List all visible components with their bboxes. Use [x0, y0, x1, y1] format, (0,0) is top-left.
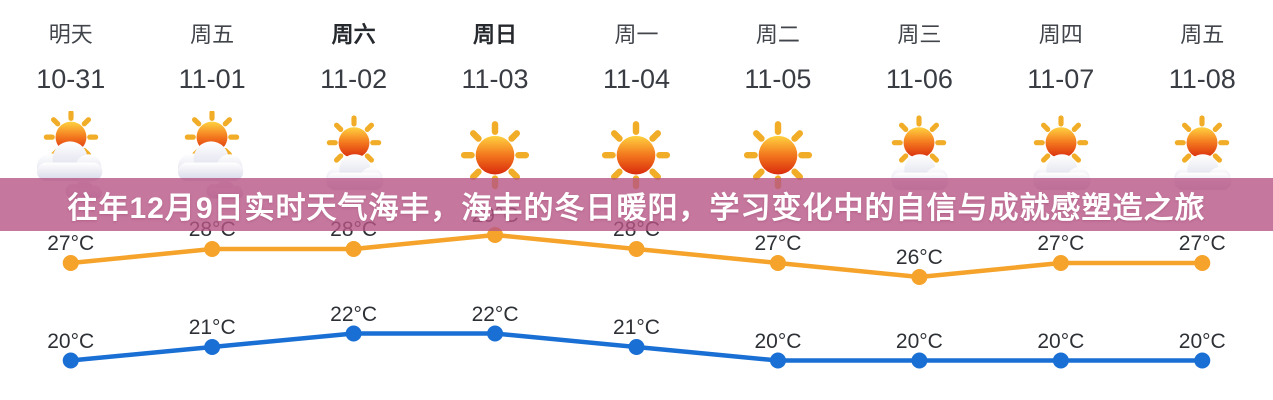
low-temp-line — [68, 331, 1205, 363]
high-temp-line — [68, 232, 1205, 280]
forecast-day-2[interactable]: 周六 11-02 — [283, 0, 424, 208]
high-temp-label: 27°C — [47, 232, 95, 255]
date-label: 11-05 — [744, 64, 812, 94]
day-label: 周六 — [331, 22, 376, 47]
date-label: 11-06 — [885, 64, 953, 94]
forecast-day-8[interactable]: 周五 11-08 — [1132, 0, 1273, 208]
high-temp-label: 27°C — [754, 232, 802, 255]
day-label: 周二 — [755, 22, 800, 47]
day-label: 周四 — [1038, 22, 1083, 47]
day-label: 周五 — [1180, 22, 1225, 47]
low-temp-point — [769, 352, 786, 369]
date-label: 11-03 — [461, 64, 529, 94]
date-label: 11-04 — [602, 64, 670, 94]
date-label: 11-01 — [178, 64, 246, 94]
forecast-day-4[interactable]: 周一 11-04 — [566, 0, 707, 208]
forecast-day-3[interactable]: 周日 11-03 — [424, 0, 565, 208]
day-label: 周一 — [614, 22, 659, 47]
low-temp-point — [1194, 352, 1211, 369]
day-label: 周日 — [473, 22, 518, 47]
high-temp-point — [628, 241, 645, 257]
high-temp-point — [769, 255, 786, 271]
date-label: 11-02 — [320, 64, 388, 94]
low-temp-label: 20°C — [47, 329, 95, 353]
high-temp-point — [911, 269, 928, 285]
forecast-columns: 明天 10-31 周五 11-01 周六 11-02 周日 11-03 周一 1… — [0, 0, 1273, 208]
low-temp-point — [911, 352, 928, 369]
forecast-day-1[interactable]: 周五 11-01 — [141, 0, 282, 208]
day-label: 周五 — [190, 22, 235, 47]
forecast-day-7[interactable]: 周四 11-07 — [990, 0, 1131, 208]
high-temp-point — [345, 241, 362, 257]
date-label: 10-31 — [36, 64, 106, 94]
low-temp-label: 21°C — [613, 316, 660, 339]
low-temp-point — [628, 339, 645, 355]
forecast-day-6[interactable]: 周三 11-06 — [849, 0, 990, 208]
headline-text: 往年12月9日实时天气海丰，海丰的冬日暖阳，学习变化中的自信与成就感塑造之旅 — [67, 191, 1206, 225]
day-label: 明天 — [48, 22, 93, 47]
date-label: 11-08 — [1168, 64, 1236, 94]
day-label: 周三 — [897, 22, 942, 47]
low-temp-label: 21°C — [188, 316, 236, 339]
high-temp-point — [1194, 255, 1211, 271]
high-temp-point — [204, 241, 221, 257]
low-temp-label: 20°C — [754, 329, 802, 353]
low-temp-label: 22°C — [471, 302, 519, 326]
low-temp-point — [345, 325, 362, 342]
low-temp-point — [62, 352, 79, 369]
high-temp-label: 27°C — [1037, 232, 1085, 255]
date-label: 11-07 — [1027, 64, 1095, 94]
low-temp-label: 20°C — [1037, 329, 1085, 353]
forecast-day-5[interactable]: 周二 11-05 — [707, 0, 848, 208]
low-temp-label: 20°C — [1178, 329, 1226, 353]
high-temp-point — [62, 255, 79, 271]
forecast-day-0[interactable]: 明天 10-31 — [0, 0, 141, 208]
high-temp-point — [1052, 255, 1069, 271]
low-temp-point — [487, 325, 504, 342]
low-temp-point — [1052, 352, 1069, 369]
low-temp-label: 20°C — [895, 329, 943, 353]
headline-banner: 往年12月9日实时天气海丰，海丰的冬日暖阳，学习变化中的自信与成就感塑造之旅 — [0, 178, 1273, 231]
low-temp-point — [204, 339, 221, 355]
high-temp-label: 27°C — [1178, 232, 1226, 255]
high-temp-label: 26°C — [895, 246, 943, 269]
low-temp-label: 22°C — [330, 302, 378, 326]
